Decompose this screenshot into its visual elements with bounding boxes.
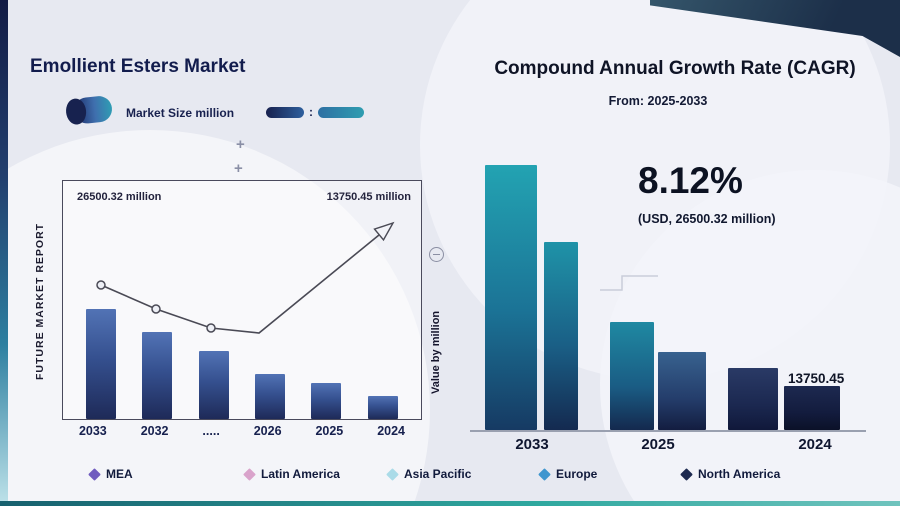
decor-pill: [266, 107, 305, 118]
bar-2033: [86, 309, 117, 419]
cagr-bar-2024-b: [784, 386, 840, 430]
legend-diamond-europe: [538, 467, 551, 481]
bar-2032: [142, 332, 173, 419]
legend-item-mea: MEA: [88, 467, 133, 481]
market-size-bars: [63, 309, 421, 419]
legend-item-north-america: North America: [680, 467, 781, 481]
cagr-range: From: 2025-2033: [608, 94, 708, 108]
trend-arrow-line: [96, 221, 395, 334]
cagr-year-2024: 2024: [798, 436, 832, 453]
cagr-title: Compound Annual Growth Rate (CAGR): [494, 58, 856, 79]
legend-diamond-latin-america: [243, 467, 256, 481]
bottom-edge-gradient-bar: [0, 501, 900, 506]
value-axis-title: Value by million: [430, 310, 442, 395]
market-size-legend-label: Market Size million: [126, 105, 235, 120]
cagr-usd-note: (USD, 26500.32 million): [638, 212, 776, 226]
cylinder-icon: [64, 92, 118, 133]
cagr-year-2033: 2033: [515, 436, 549, 453]
cagr-2024-value-label: 13750.45: [788, 371, 845, 386]
left-edge-gradient-bar: [0, 0, 8, 506]
minus-circle-icon: [429, 247, 444, 262]
legend-diamond-asia-pacific: [386, 467, 399, 481]
legend-label: Asia Pacific: [404, 467, 472, 481]
legend-diamond-north-america: [680, 467, 693, 481]
bar-intermediate: [198, 351, 229, 419]
cagr-bar-2025-a: [610, 322, 654, 430]
cagr-bar-2033-b: [544, 242, 578, 430]
year-label: 2033: [78, 424, 107, 438]
bar-2024: [367, 396, 398, 419]
legend-item-latin-america: Latin America: [243, 467, 340, 481]
legend-label: Latin America: [261, 467, 340, 481]
left-chart-year-axis: 2033 2032 ..... 2026 2025 2024: [62, 424, 422, 438]
legend-label: MEA: [106, 467, 133, 481]
year-label: .....: [202, 424, 220, 438]
cagr-year-2025: 2025: [641, 436, 675, 453]
cagr-bar-2033-a: [485, 165, 537, 430]
bar-2026: [255, 374, 286, 419]
legend-label: North America: [698, 467, 781, 481]
year-label: 2026: [253, 424, 282, 438]
decor-pill: [318, 107, 365, 118]
pills-separator: :: [309, 105, 314, 119]
cagr-chart-baseline: [470, 430, 866, 432]
cagr-bar-2025-b: [658, 352, 706, 430]
legend-diamond-mea: [88, 467, 101, 481]
page-title: Emollient Esters Market: [30, 56, 246, 77]
value-label-2033: 26500.32 million: [77, 191, 162, 203]
market-size-legend: Market Size million :: [64, 92, 365, 133]
legend-item-asia-pacific: Asia Pacific: [386, 467, 472, 481]
plus-decoration: +: [234, 160, 243, 177]
cagr-bar-chart: [470, 140, 866, 430]
plus-decoration: +: [236, 136, 245, 153]
market-size-chart-panel: 26500.32 million 13750.45 million: [62, 180, 422, 420]
cagr-bar-2024-a: [728, 368, 778, 430]
decor-pills: :: [266, 105, 365, 119]
step-decoration: [600, 272, 660, 297]
year-label: 2032: [140, 424, 169, 438]
legend-label: Europe: [556, 467, 598, 481]
left-axis-title: FUTURE MARKET REPORT: [34, 222, 46, 380]
year-label: 2024: [377, 424, 405, 438]
cagr-value: 8.12%: [638, 160, 743, 201]
year-label: 2025: [315, 424, 344, 438]
bar-2025: [311, 383, 342, 419]
value-label-2024: 13750.45 million: [326, 191, 411, 203]
legend-item-europe: Europe: [538, 467, 598, 481]
